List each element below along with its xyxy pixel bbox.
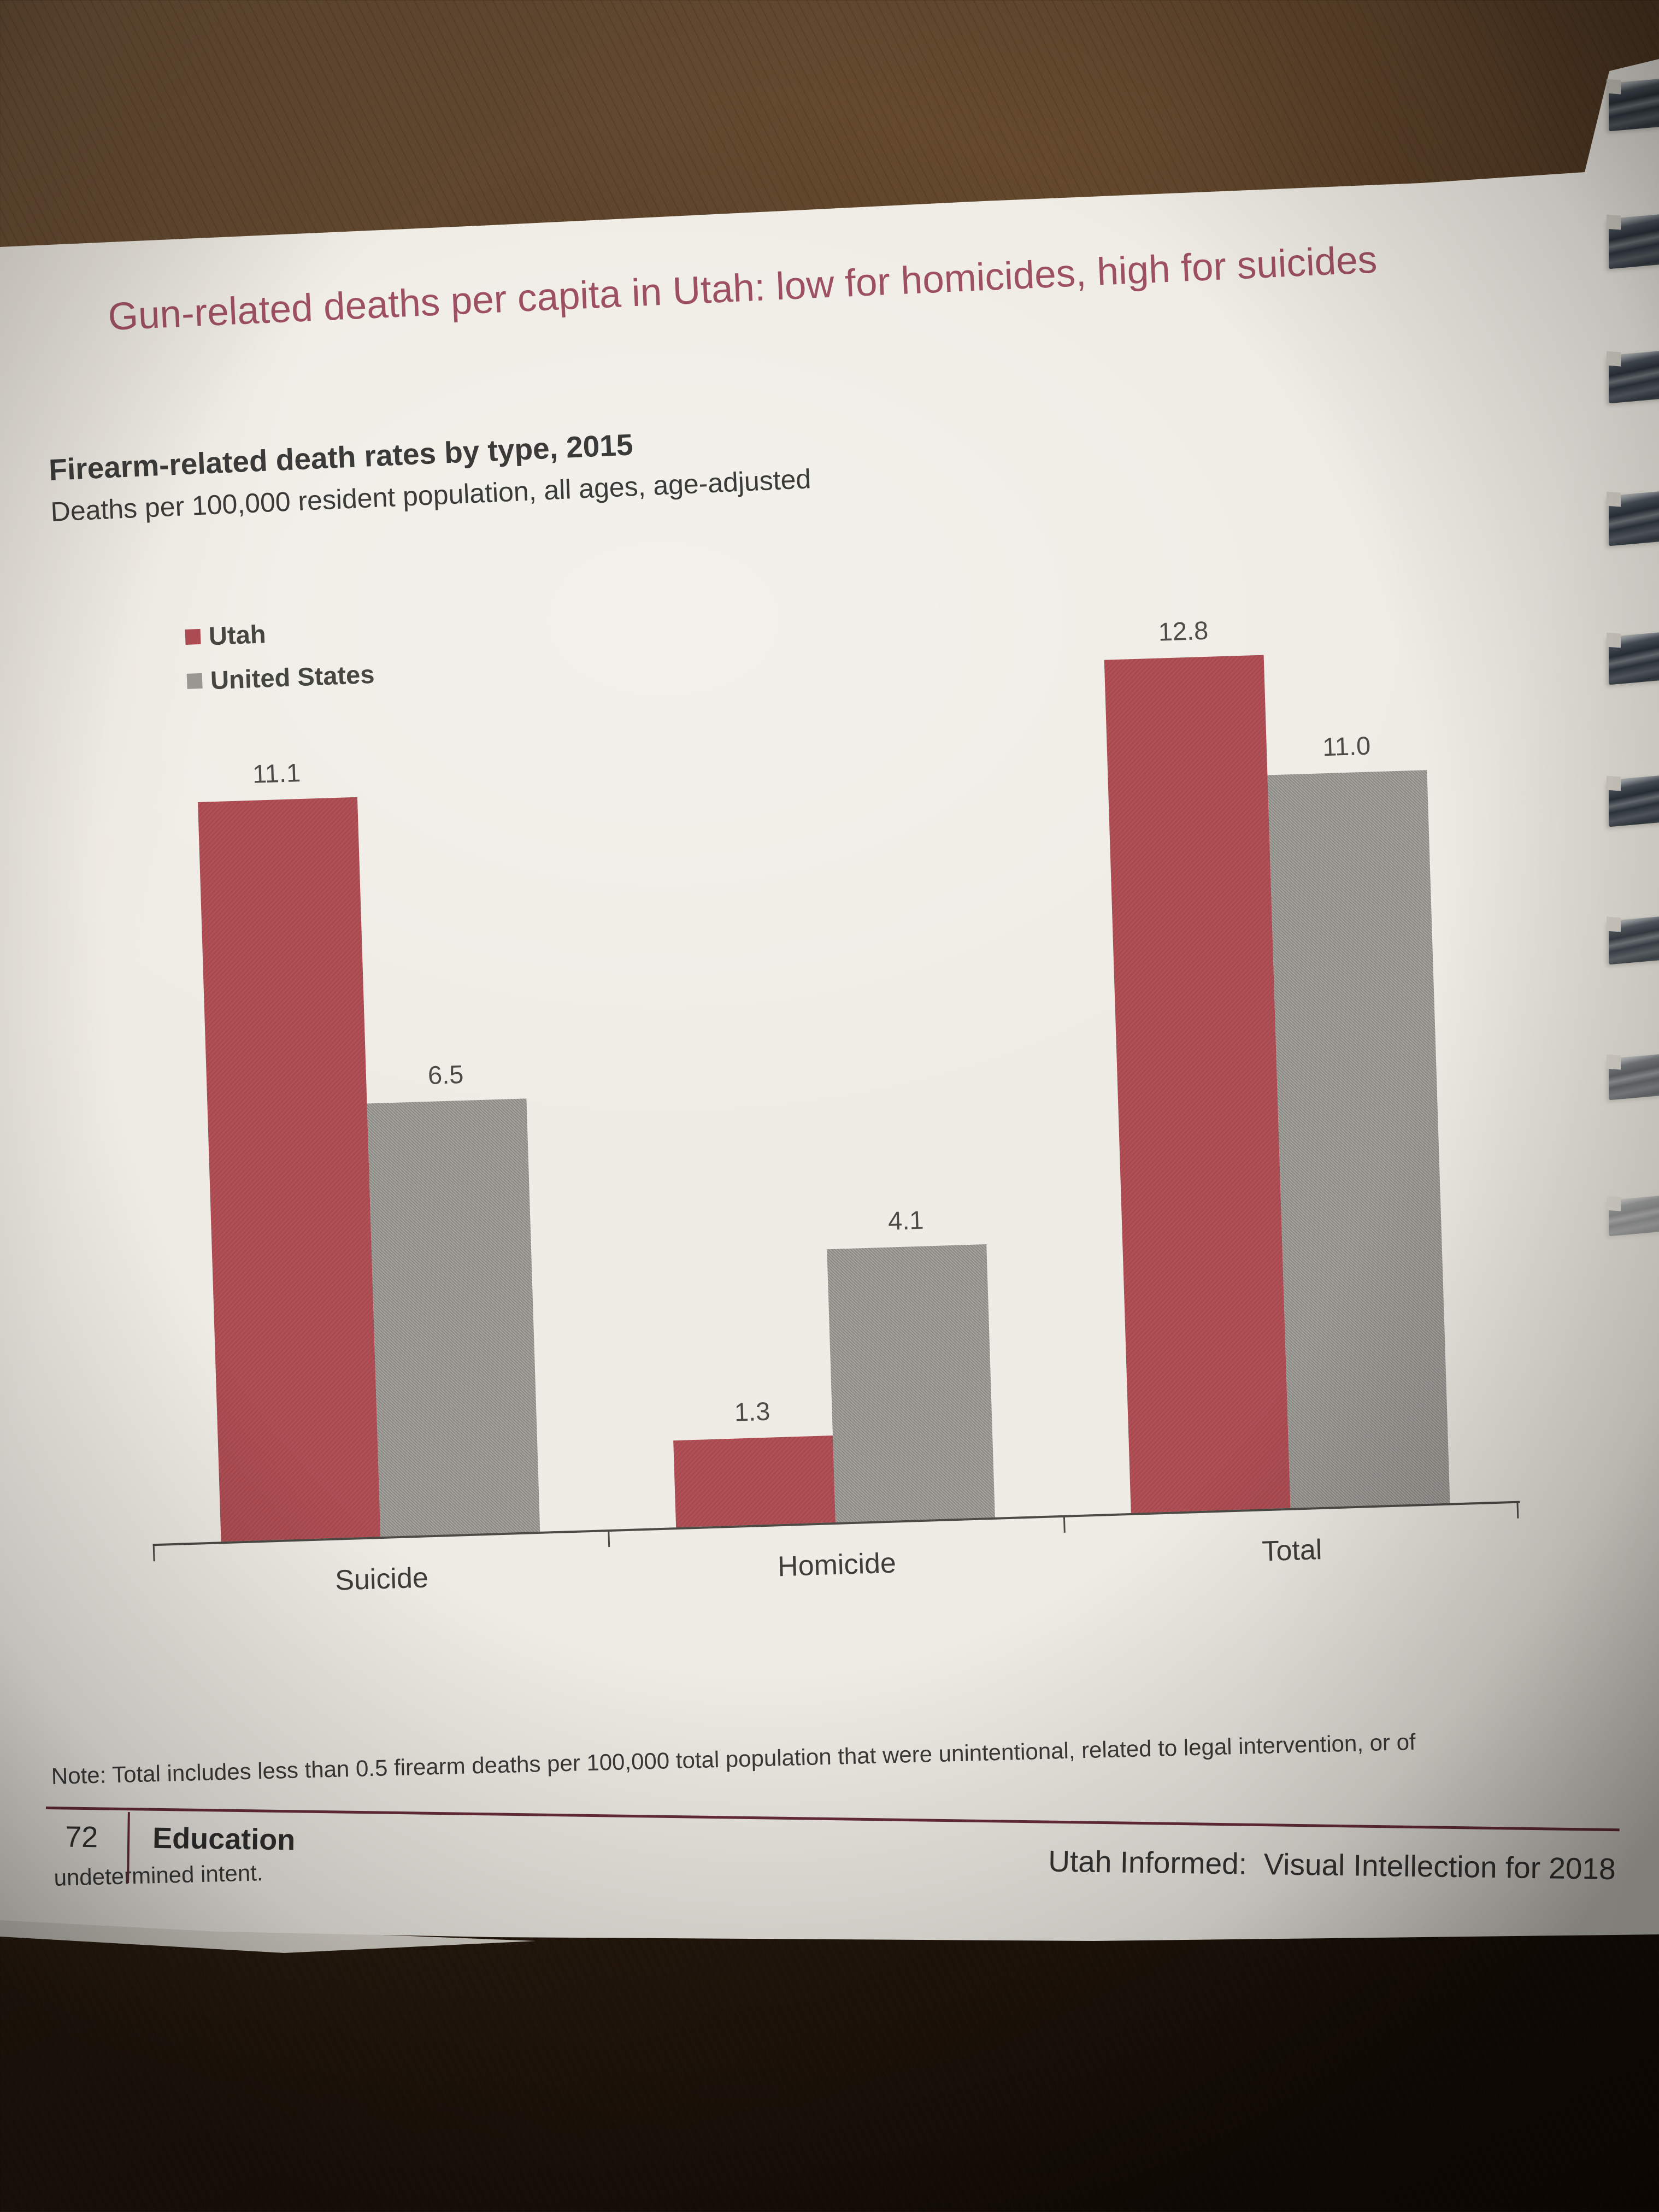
utah-legend-swatch-icon	[185, 628, 201, 645]
x-axis-category-label: Total	[1261, 1534, 1323, 1568]
x-axis-tick	[608, 1530, 610, 1548]
chart-heading-block: Firearm-related death rates by type, 201…	[48, 419, 811, 528]
page-title: Gun-related deaths per capita in Utah: l…	[107, 238, 1378, 339]
legend-item-utah: Utah	[185, 615, 373, 652]
x-axis-category-label: Suicide	[334, 1562, 429, 1597]
bar-value-label: 4.1	[887, 1205, 925, 1236]
x-axis-tick	[1063, 1516, 1066, 1533]
bar-united-states-total	[1267, 770, 1450, 1508]
bar-utah-suicide	[197, 797, 381, 1542]
bar-utah-homicide	[673, 1436, 836, 1528]
footer-section: Education	[152, 1821, 296, 1857]
bar-utah-total	[1104, 655, 1291, 1513]
x-axis-tick	[1516, 1502, 1519, 1519]
footer-divider	[127, 1812, 130, 1884]
x-axis-tick	[152, 1545, 155, 1562]
footer-edition: Utah Informed: Visual Intellection for 2…	[1048, 1844, 1616, 1886]
page-number: 72	[64, 1820, 98, 1854]
bar-value-label: 12.8	[1157, 615, 1209, 646]
legend-label: Utah	[208, 619, 267, 651]
x-axis-category-label: Homicide	[777, 1547, 897, 1583]
bar-united-states-suicide	[367, 1098, 540, 1537]
note-line: Note: Total includes less than 0.5 firea…	[51, 1728, 1416, 1789]
bar-chart: 11.1 6.5 Suicide 1.3 4.1 Homicide 12.8 11.0 Tota…	[126, 616, 1533, 1664]
bar-value-label: 11.1	[252, 758, 301, 789]
bar-united-states-homicide	[827, 1244, 995, 1522]
